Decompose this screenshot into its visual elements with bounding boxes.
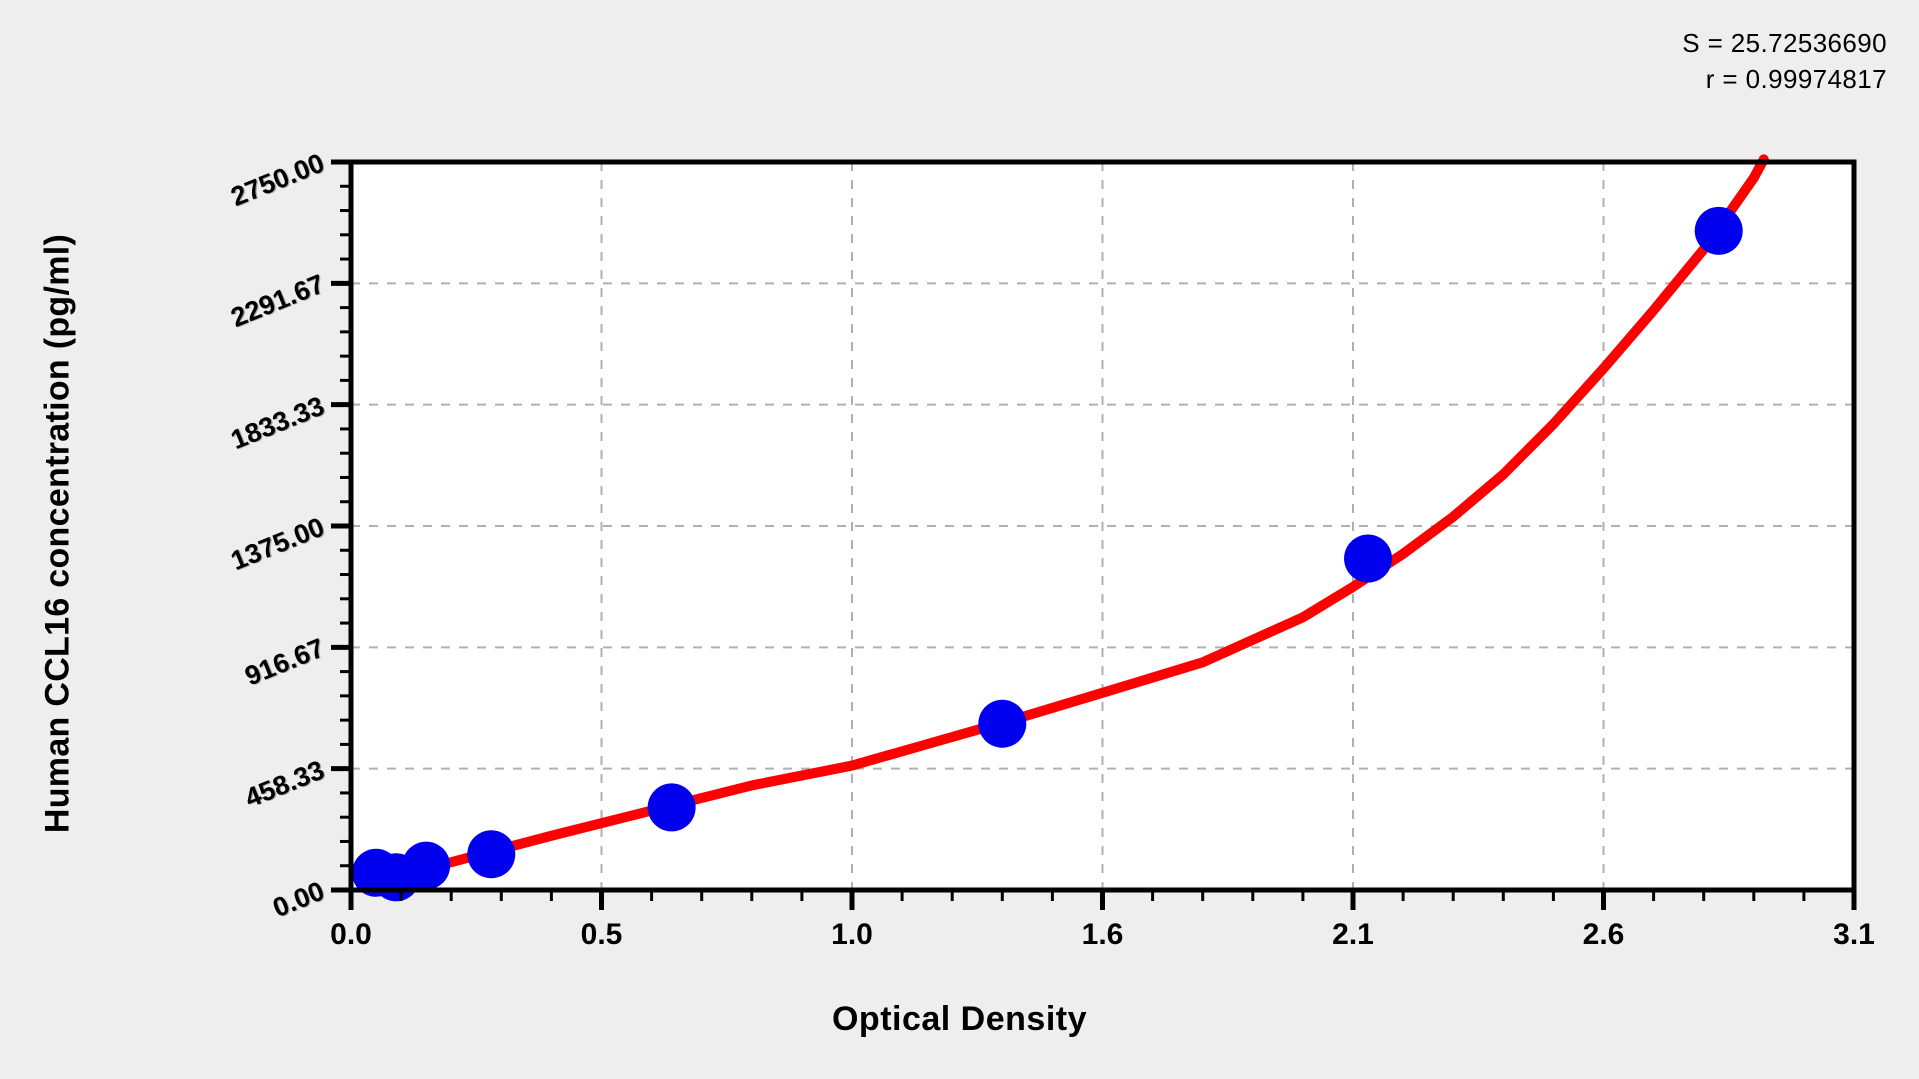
r-value-label: r = 0.99974817: [1705, 63, 1887, 94]
x-tick-label: 0.0: [330, 918, 372, 951]
plot-frame-group: [348, 159, 1857, 893]
plot-frame: [348, 159, 1857, 893]
x-tick-label: 1.6: [1081, 918, 1124, 951]
s-value-label: S = 25.72536690: [1682, 28, 1887, 58]
y-axis-title: Human CCL16 concentration (pg/ml): [38, 233, 77, 834]
data-point: [647, 783, 696, 832]
x-tick-label: 3.1: [1833, 918, 1875, 951]
gridlines-group: [351, 161, 1854, 890]
data-point: [467, 830, 516, 879]
x-tick-label: 0.5: [580, 918, 623, 951]
x-tick-label: 1.0: [831, 918, 873, 951]
x-axis-title: Optical Density: [831, 1000, 1087, 1038]
data-point: [1344, 534, 1393, 583]
data-point: [402, 841, 451, 890]
x-tick-label: 2.6: [1582, 918, 1625, 951]
data-point: [978, 699, 1027, 748]
statistics-annotation: S = 25.72536690 r = 0.99974817: [1682, 26, 1887, 98]
x-tick-label: 2.1: [1332, 918, 1374, 951]
data-point: [1694, 206, 1743, 255]
